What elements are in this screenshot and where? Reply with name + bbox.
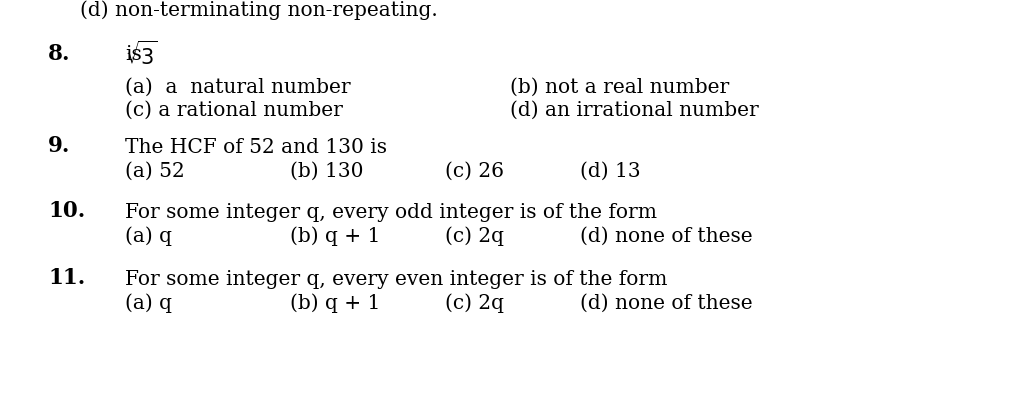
Text: For some integer q, every odd integer is of the form: For some integer q, every odd integer is… (125, 203, 657, 222)
Text: 10.: 10. (48, 200, 85, 222)
Text: is: is (125, 45, 141, 64)
Text: (a) q: (a) q (125, 226, 172, 246)
Text: (c) 2q: (c) 2q (445, 293, 504, 313)
Text: (d) non-terminating non-repeating.: (d) non-terminating non-repeating. (80, 0, 437, 20)
Text: (a) 52: (a) 52 (125, 162, 184, 181)
Text: (c) 26: (c) 26 (445, 162, 504, 181)
Text: (d) 13: (d) 13 (580, 162, 641, 181)
Text: (c) 2q: (c) 2q (445, 226, 504, 246)
Text: 11.: 11. (48, 267, 85, 289)
Text: (b) 130: (b) 130 (290, 162, 364, 181)
Text: For some integer q, every even integer is of the form: For some integer q, every even integer i… (125, 270, 668, 289)
Text: (d) none of these: (d) none of these (580, 294, 753, 313)
Text: (d) an irrational number: (d) an irrational number (510, 101, 759, 120)
Text: (a)  a  natural number: (a) a natural number (125, 78, 350, 97)
Text: (b) not a real number: (b) not a real number (510, 78, 729, 97)
Text: 9.: 9. (48, 135, 71, 157)
Text: (b) q + 1: (b) q + 1 (290, 293, 380, 313)
Text: (c) a rational number: (c) a rational number (125, 101, 343, 120)
Text: (d) none of these: (d) none of these (580, 227, 753, 246)
Text: (a) q: (a) q (125, 293, 172, 313)
Text: $\sqrt{3}$: $\sqrt{3}$ (125, 40, 158, 69)
Text: The HCF of 52 and 130 is: The HCF of 52 and 130 is (125, 138, 387, 157)
Text: (b) q + 1: (b) q + 1 (290, 226, 380, 246)
Text: 8.: 8. (48, 43, 71, 65)
